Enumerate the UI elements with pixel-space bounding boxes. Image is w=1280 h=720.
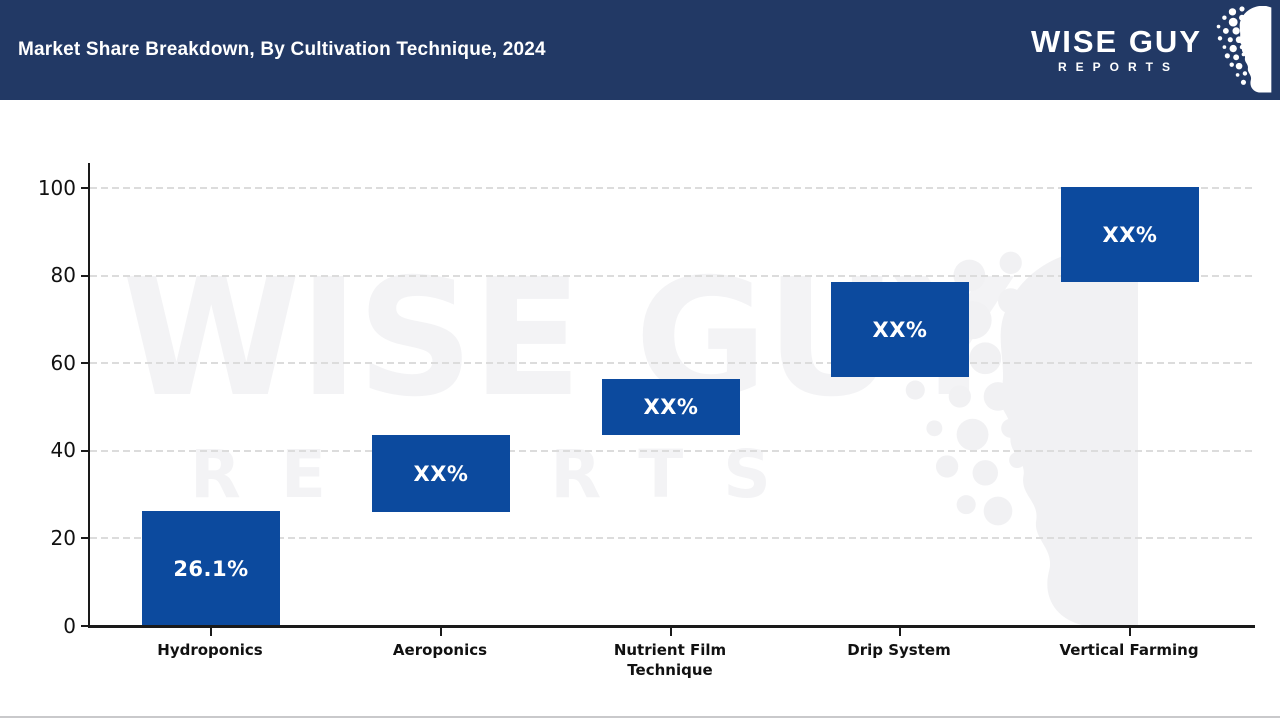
chart-plot-area: WISE GUY REPORTS 100 80 60 40 20 0 [0, 100, 1280, 716]
wise-guy-reports-logo: WISE GUY REPORTS [1031, 0, 1280, 100]
bar-value-label: XX% [643, 395, 699, 419]
x-axis-label-nutrient-film: Nutrient Film Technique [613, 641, 727, 680]
face-profile-dots-icon [1216, 6, 1272, 93]
x-tick-vertical-farming [1129, 628, 1131, 636]
gridline-80 [90, 275, 1255, 277]
bar-value-label: XX% [872, 317, 928, 342]
y-tick-label: 80 [50, 263, 76, 287]
y-tick-60 [81, 362, 89, 364]
logo-subtitle: REPORTS [1057, 60, 1179, 74]
bar-aeroponics: XX% [372, 435, 510, 512]
bar-nutrient-film-technique: XX% [602, 379, 740, 435]
y-tick-0 [81, 625, 89, 627]
y-tick-100 [81, 187, 89, 189]
x-axis-label-vertical-farming: Vertical Farming [1059, 641, 1199, 659]
gridline-20 [90, 537, 1255, 539]
header-bar: Market Share Breakdown, By Cultivation T… [0, 0, 1280, 100]
x-axis-label-hydroponics: Hydroponics [157, 641, 263, 659]
bar-value-label: XX% [1102, 222, 1158, 247]
x-tick-hydroponics [210, 628, 212, 636]
bar-value-label: XX% [413, 461, 469, 486]
bar-vertical-farming: XX% [1061, 187, 1199, 282]
bar-hydroponics: 26.1% [142, 511, 280, 626]
bar-value-label: 26.1% [173, 556, 249, 581]
gridline-60 [90, 362, 1255, 364]
bar-drip-system: XX% [831, 282, 969, 377]
y-tick-80 [81, 275, 89, 277]
x-tick-aeroponics [440, 628, 442, 636]
x-axis-label-aeroponics: Aeroponics [392, 641, 488, 659]
logo-text: WISE GUY REPORTS [1031, 26, 1202, 74]
x-tick-drip-system [899, 628, 901, 636]
y-axis-line [88, 163, 90, 627]
page-title: Market Share Breakdown, By Cultivation T… [18, 39, 546, 60]
y-tick-label: 20 [50, 526, 76, 550]
y-tick-40 [81, 450, 89, 452]
gridline-100 [90, 187, 1255, 189]
y-tick-label: 0 [63, 614, 76, 638]
x-axis-line [88, 625, 1255, 628]
logo-wordmark: WISE GUY [1030, 24, 1202, 59]
gridline-40 [90, 450, 1255, 452]
y-tick-label: 100 [37, 176, 76, 200]
footer-divider [0, 716, 1280, 718]
y-tick-label: 40 [50, 438, 76, 462]
x-axis-label-drip-system: Drip System [847, 641, 951, 659]
y-tick-20 [81, 537, 89, 539]
x-tick-nutrient-film [670, 628, 672, 636]
footer-gap [0, 718, 1280, 720]
y-tick-label: 60 [50, 351, 76, 375]
